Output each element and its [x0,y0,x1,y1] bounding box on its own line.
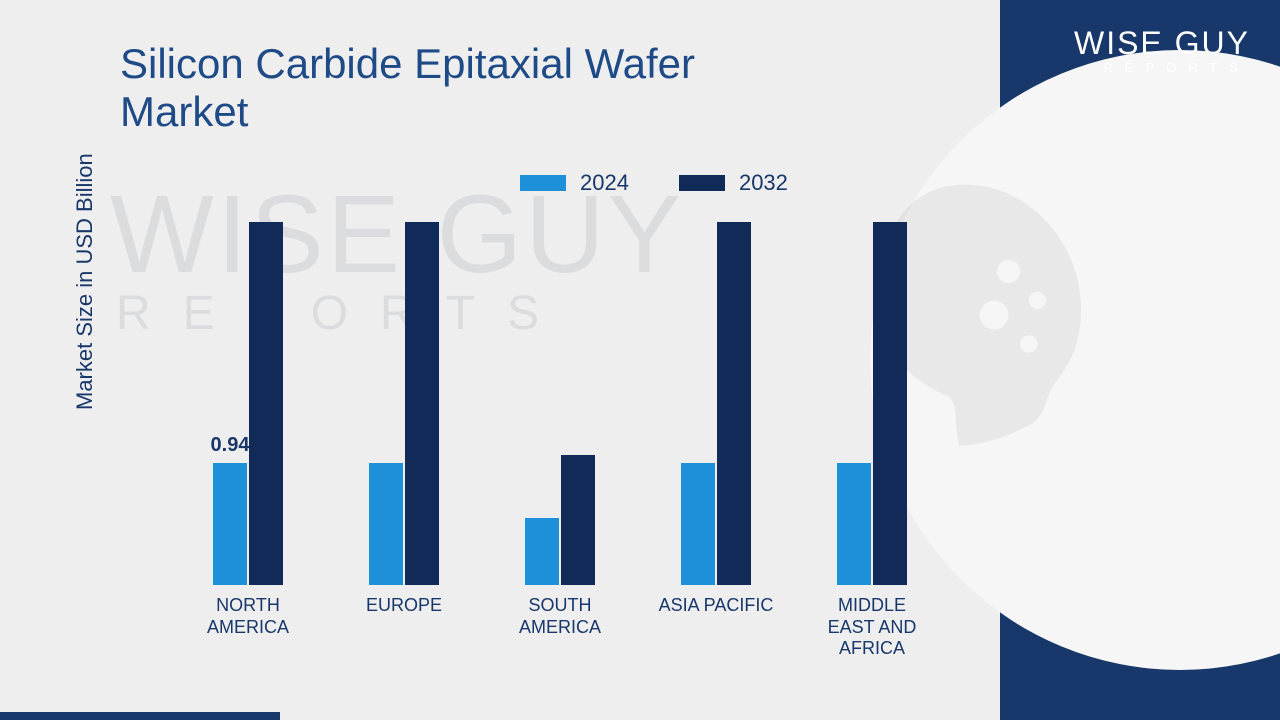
logo-main-text: WISE GUY [1074,25,1250,62]
bar-2024 [837,463,871,585]
bar-2024: 0.94 [213,463,247,585]
bar-2024 [525,518,559,586]
bar-value-label: 0.94 [211,434,250,457]
logo: WISE GUY REPORTS [1074,25,1250,75]
y-axis-label: Market Size in USD Billion [72,153,98,410]
chart-area: Market Size in USD Billion 2024 2032 0.9… [90,170,950,680]
plot-region: 0.94 [170,215,950,585]
logo-sub-text: REPORTS [1074,60,1250,75]
legend-item-2032: 2032 [679,170,788,196]
legend-label-2032: 2032 [739,170,788,196]
legend: 2024 2032 [520,170,788,196]
x-axis-label: SOUTH AMERICA [500,595,620,638]
chart-title: Silicon Carbide Epitaxial Wafer Market [120,40,760,137]
legend-item-2024: 2024 [520,170,629,196]
x-axis-label: ASIA PACIFIC [656,595,776,617]
bar-2032 [717,222,751,586]
bar-2024 [369,463,403,585]
bar-2032 [249,222,283,586]
bar-2032 [561,455,595,585]
bar-2032 [873,222,907,586]
bar-2032 [405,222,439,586]
bar-2024 [681,463,715,585]
legend-label-2024: 2024 [580,170,629,196]
bottom-accent-bar [0,712,280,720]
x-axis-label: EUROPE [344,595,464,617]
x-axis-label: NORTH AMERICA [188,595,308,638]
legend-swatch-2024 [520,175,566,191]
legend-swatch-2032 [679,175,725,191]
x-axis-label: MIDDLE EAST AND AFRICA [812,595,932,660]
